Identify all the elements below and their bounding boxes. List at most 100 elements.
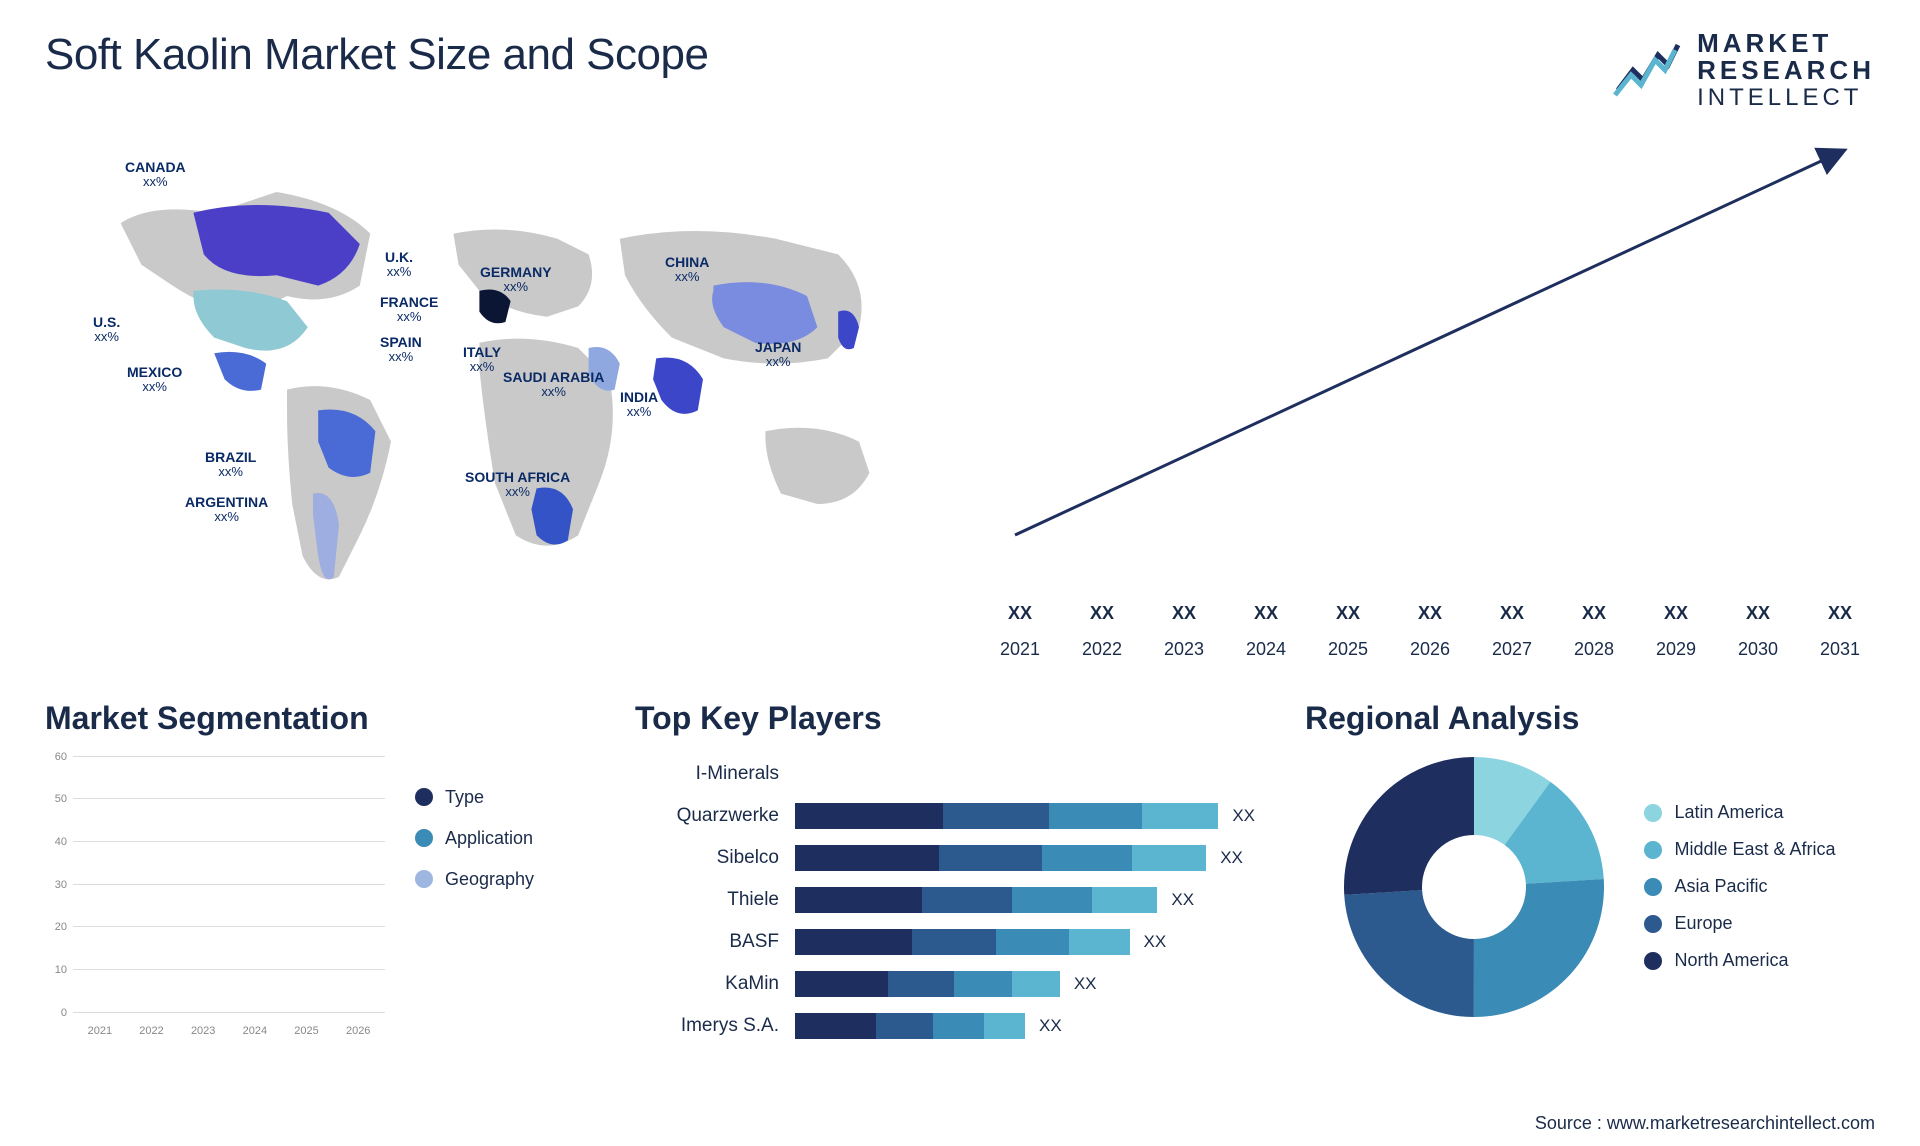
growth-bar: XX — [985, 603, 1055, 630]
map-region — [214, 352, 266, 391]
source-attribution: Source : www.marketresearchintellect.com — [1535, 1113, 1875, 1134]
map-label: MEXICOxx% — [127, 365, 182, 395]
legend-dot — [415, 870, 433, 888]
players-panel: Top Key Players I-MineralsQuarzwerkeXXSi… — [635, 700, 1255, 1043]
segmentation-panel: Market Segmentation 0102030405060 202120… — [45, 700, 585, 1043]
legend-dot — [415, 788, 433, 806]
growth-bar: XX — [1231, 603, 1301, 630]
map-region — [653, 357, 703, 413]
growth-bar: XX — [1149, 603, 1219, 630]
map-label: SOUTH AFRICAxx% — [465, 470, 570, 500]
growth-bar-label: XX — [1336, 603, 1360, 624]
top-row: CANADAxx%U.S.xx%MEXICOxx%BRAZILxx%ARGENT… — [45, 140, 1875, 660]
growth-bar: XX — [1395, 603, 1465, 630]
legend-dot — [1644, 952, 1662, 970]
player-row: Sibelco XX — [635, 841, 1255, 875]
map-region — [765, 428, 869, 504]
player-row: Quarzwerke XX — [635, 799, 1255, 833]
world-map-panel: CANADAxx%U.S.xx%MEXICOxx%BRAZILxx%ARGENT… — [45, 140, 945, 660]
logo-text: MARKET RESEARCH INTELLECT — [1697, 30, 1875, 110]
player-name: BASF — [635, 931, 795, 953]
regional-donut — [1344, 757, 1604, 1017]
growth-year-label: 2025 — [1313, 639, 1383, 660]
player-name: Imerys S.A. — [635, 1015, 795, 1037]
growth-year-label: 2026 — [1395, 639, 1465, 660]
map-label: CHINAxx% — [665, 255, 709, 285]
world-map — [45, 140, 945, 660]
player-bar — [795, 1013, 1025, 1039]
growth-bar-label: XX — [1254, 603, 1278, 624]
segmentation-chart: 0102030405060 202120222023202420252026 — [45, 757, 385, 1037]
player-value: XX — [1232, 806, 1255, 826]
player-name: Quarzwerke — [635, 805, 795, 827]
growth-year-label: 2021 — [985, 639, 1055, 660]
growth-bar-label: XX — [1172, 603, 1196, 624]
segmentation-title: Market Segmentation — [45, 700, 585, 737]
legend-item: Type — [415, 787, 534, 808]
player-row: I-Minerals — [635, 757, 1255, 791]
player-name: Sibelco — [635, 847, 795, 869]
page-title: Soft Kaolin Market Size and Scope — [45, 30, 708, 80]
player-bar — [795, 971, 1060, 997]
growth-bar-label: XX — [1008, 603, 1032, 624]
growth-bar-label: XX — [1582, 603, 1606, 624]
legend-item: Europe — [1644, 913, 1835, 934]
growth-bar: XX — [1067, 603, 1137, 630]
growth-bars: XX XX XX XX XX XX XX XX XX XX XX — [985, 200, 1875, 630]
player-bar — [795, 845, 1206, 871]
player-name: Thiele — [635, 889, 795, 911]
map-label: U.K.xx% — [385, 250, 413, 280]
legend-dot — [1644, 804, 1662, 822]
growth-bar: XX — [1641, 603, 1711, 630]
map-label: FRANCExx% — [380, 295, 438, 325]
growth-bar: XX — [1723, 603, 1793, 630]
legend-item: Latin America — [1644, 802, 1835, 823]
map-region — [193, 289, 307, 350]
map-label: U.S.xx% — [93, 315, 120, 345]
player-value: XX — [1039, 1016, 1062, 1036]
growth-bar: XX — [1313, 603, 1383, 630]
players-title: Top Key Players — [635, 700, 1255, 737]
player-value: XX — [1074, 974, 1097, 994]
growth-bar-label: XX — [1746, 603, 1770, 624]
map-label: SPAINxx% — [380, 335, 422, 365]
player-row: Thiele XX — [635, 883, 1255, 917]
map-label: ITALYxx% — [463, 345, 501, 375]
growth-year-label: 2030 — [1723, 639, 1793, 660]
growth-bar-label: XX — [1500, 603, 1524, 624]
players-list: I-Minerals Quarzwerke XX Sibelco XX Thiele XX B… — [635, 757, 1255, 1043]
legend-item: North America — [1644, 950, 1835, 971]
growth-year-label: 2029 — [1641, 639, 1711, 660]
player-bar — [795, 887, 1157, 913]
player-row: KaMin XX — [635, 967, 1255, 1001]
player-bar — [795, 929, 1130, 955]
growth-bar-label: XX — [1090, 603, 1114, 624]
growth-year-label: 2031 — [1805, 639, 1875, 660]
logo-icon — [1613, 40, 1683, 100]
growth-chart-panel: XXXXXXXXXXXXXXXXXXXXXX 20212022202320242… — [985, 140, 1875, 660]
legend-item: Asia Pacific — [1644, 876, 1835, 897]
map-label: SAUDI ARABIAxx% — [503, 370, 604, 400]
legend-item: Middle East & Africa — [1644, 839, 1835, 860]
growth-xaxis: 2021202220232024202520262027202820292030… — [985, 639, 1875, 660]
brand-logo: MARKET RESEARCH INTELLECT — [1613, 30, 1875, 110]
growth-year-label: 2022 — [1067, 639, 1137, 660]
map-label: GERMANYxx% — [480, 265, 552, 295]
growth-bar: XX — [1559, 603, 1629, 630]
regional-panel: Regional Analysis Latin America Middle Ea… — [1305, 700, 1875, 1043]
regional-legend: Latin America Middle East & Africa Asia Pa… — [1644, 802, 1835, 971]
regional-title: Regional Analysis — [1305, 700, 1875, 737]
player-name: I-Minerals — [635, 763, 795, 785]
map-label: CANADAxx% — [125, 160, 186, 190]
growth-bar: XX — [1805, 603, 1875, 630]
player-name: KaMin — [635, 973, 795, 995]
player-bar — [795, 803, 1218, 829]
legend-dot — [1644, 915, 1662, 933]
growth-year-label: 2028 — [1559, 639, 1629, 660]
player-value: XX — [1171, 890, 1194, 910]
legend-dot — [1644, 841, 1662, 859]
growth-year-label: 2024 — [1231, 639, 1301, 660]
player-value: XX — [1220, 848, 1243, 868]
legend-dot — [1644, 878, 1662, 896]
map-label: BRAZILxx% — [205, 450, 256, 480]
